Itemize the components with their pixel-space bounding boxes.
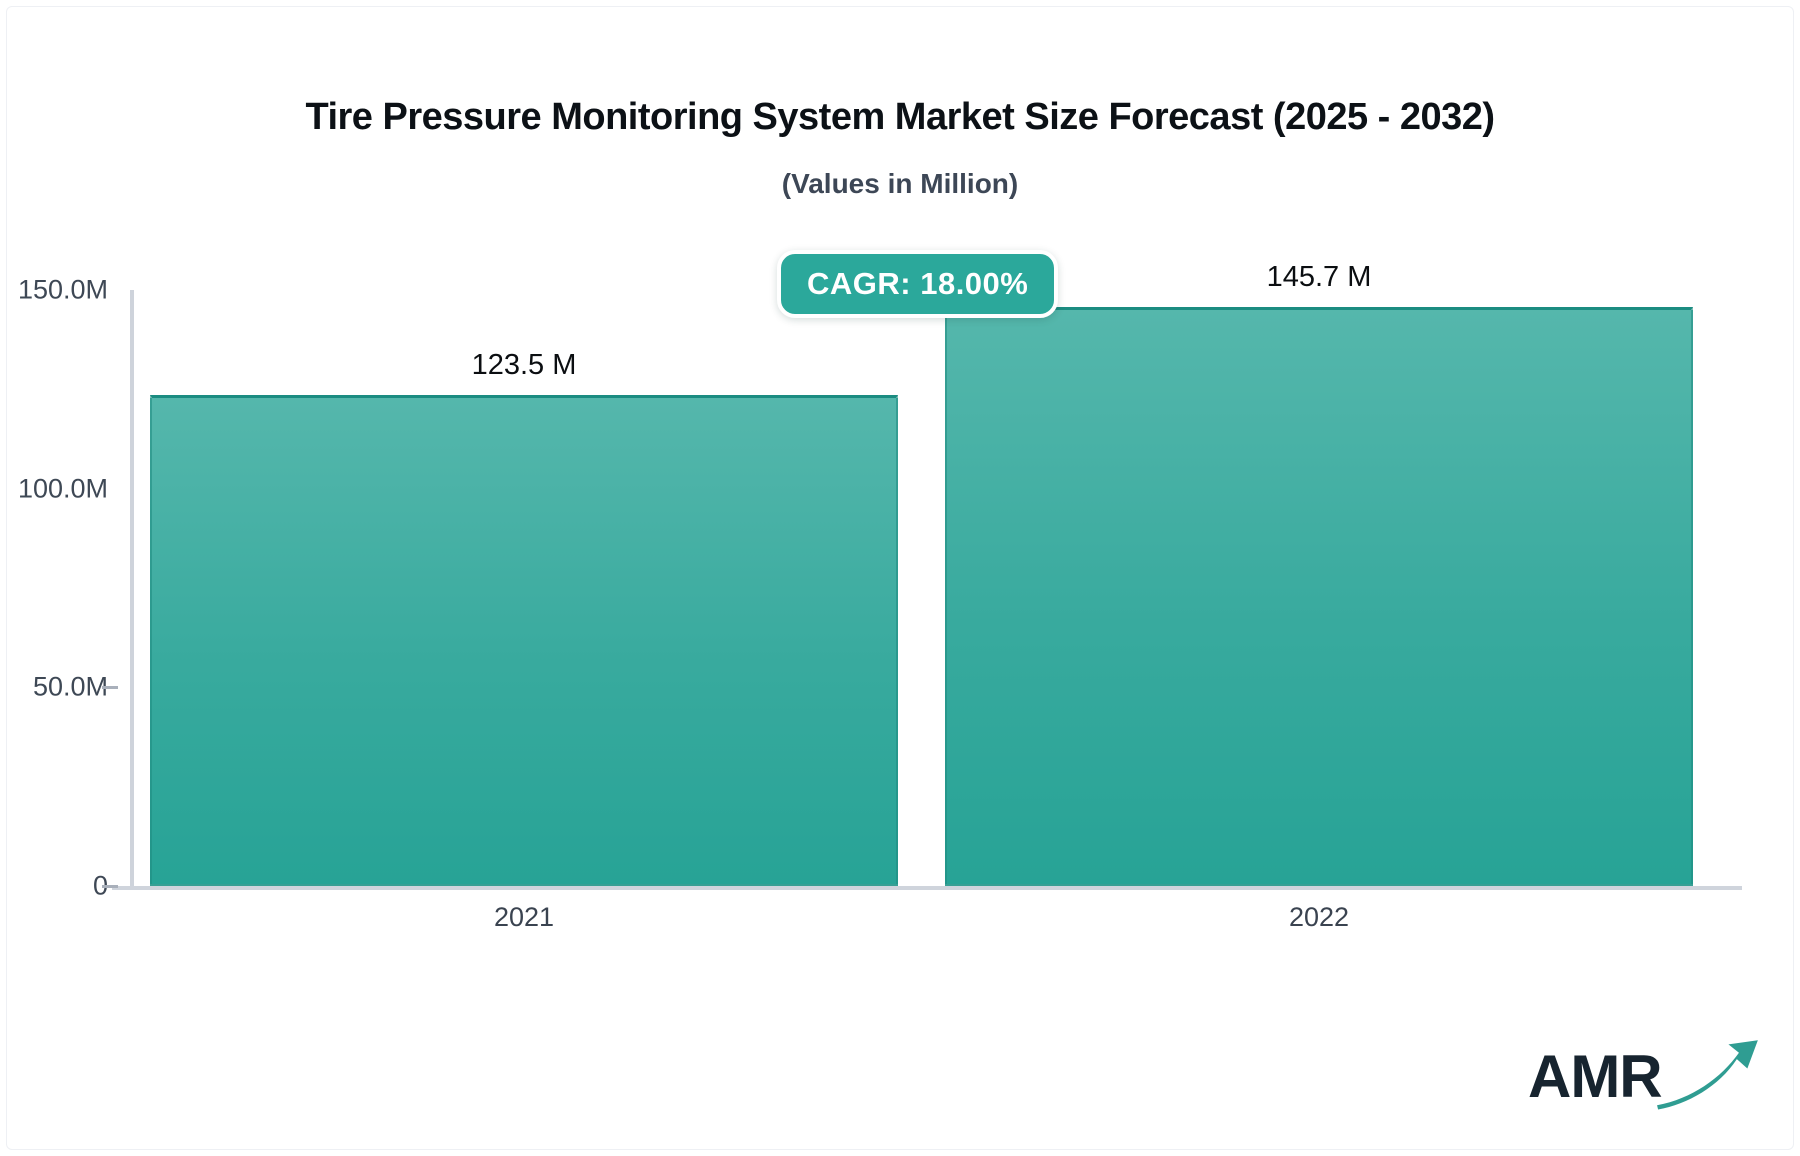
y-axis-tick xyxy=(102,686,118,690)
growth-arrow-icon xyxy=(1657,1040,1758,1110)
x-axis-label: 2021 xyxy=(493,902,555,932)
chart-subtitle: (Values in Million) xyxy=(781,168,1019,199)
y-axis-label: 50.0M xyxy=(32,671,108,702)
bar-2022 xyxy=(945,307,1693,886)
bar-value-label: 123.5 M xyxy=(471,349,577,382)
amr-logo-text: AMR xyxy=(1528,1043,1663,1110)
y-axis-tick xyxy=(102,885,118,888)
bar-2021 xyxy=(150,395,898,886)
amr-logo: AMR xyxy=(1528,1036,1758,1126)
x-axis-line xyxy=(112,886,1742,890)
cagr-badge: CAGR: 18.00% xyxy=(777,250,1059,318)
chart-title: Tire Pressure Monitoring System Market S… xyxy=(305,96,1495,138)
y-axis-label: 150.0M xyxy=(17,274,108,305)
y-axis-label: 100.0M xyxy=(17,473,108,504)
bar-value-label: 145.7 M xyxy=(1266,261,1372,294)
y-axis-line xyxy=(130,290,134,888)
x-axis-label: 2022 xyxy=(1288,902,1350,932)
y-axis-label: 0 xyxy=(92,870,108,901)
